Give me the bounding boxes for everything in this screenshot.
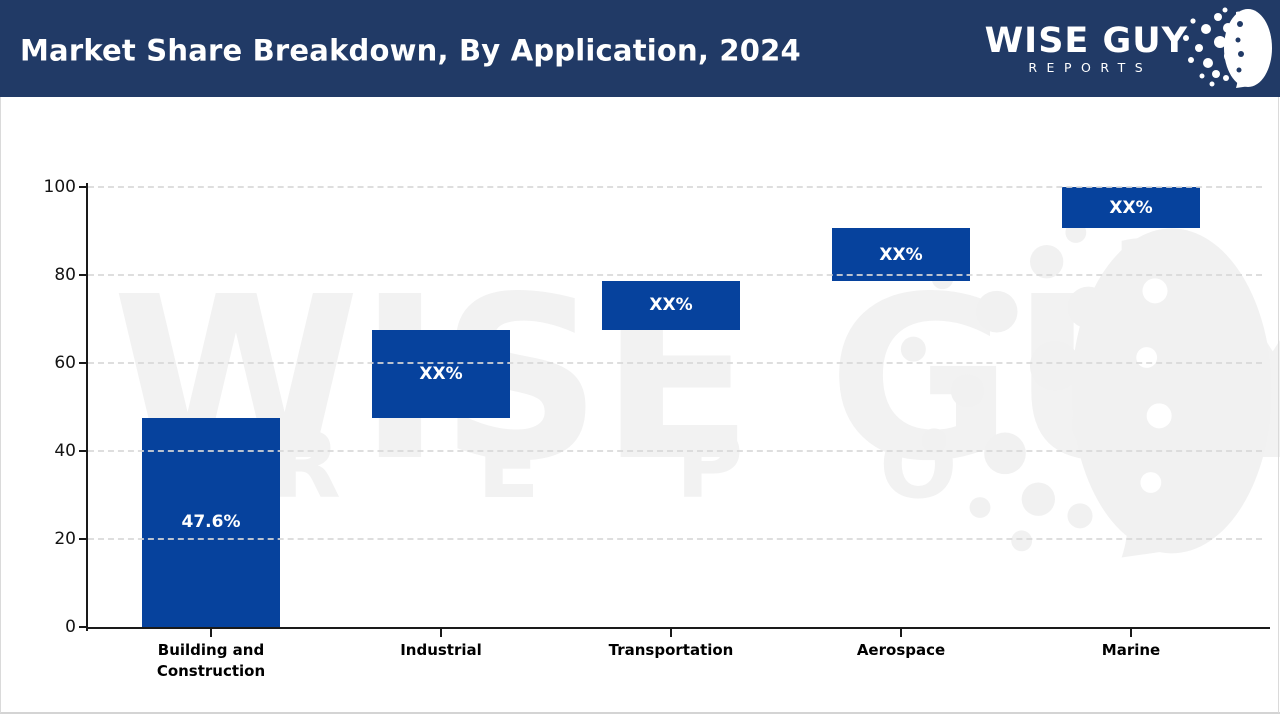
header-bar: Market Share Breakdown, By Application, … [0, 0, 1280, 97]
y-axis-tick-label: 40 [54, 441, 76, 461]
x-axis-category-label: Transportation [608, 641, 734, 659]
y-gridline [88, 450, 1262, 452]
y-axis-tick-mark [79, 362, 87, 364]
y-axis-tick-mark [79, 626, 87, 628]
x-axis-category-label: Marine [1101, 641, 1161, 659]
y-axis-tick-label: 0 [65, 617, 76, 637]
x-axis-category-label: Aerospace [856, 641, 946, 659]
wiseguy-logo: WISE GUY REPORTS [985, 5, 1274, 93]
y-axis-tick-label: 60 [54, 353, 76, 373]
bar-value-label: XX% [649, 295, 693, 316]
y-gridline [88, 186, 1262, 188]
y-gridline [88, 362, 1262, 364]
y-gridline [88, 538, 1262, 540]
wiseguy-face-icon [1183, 7, 1272, 88]
logo-text: WISE GUY REPORTS [985, 23, 1188, 75]
waterfall-bar [142, 417, 280, 627]
chart-title: Market Share Breakdown, By Application, … [20, 32, 801, 67]
waterfall-bar [832, 228, 970, 282]
x-axis-category-label: Industrial [400, 641, 482, 659]
x-axis-line [86, 627, 1270, 629]
y-gridline [88, 274, 1262, 276]
logo-reports-text: REPORTS [1028, 59, 1153, 75]
left-border-line [0, 97, 1, 713]
x-axis-tick-mark [900, 629, 902, 637]
bar-value-label: XX% [879, 244, 923, 265]
bar-value-label: XX% [419, 363, 463, 384]
bar-value-label: XX% [1109, 197, 1153, 218]
y-axis-tick-mark [79, 450, 87, 452]
waterfall-bar [602, 281, 740, 330]
x-axis-tick-mark [440, 629, 442, 637]
y-axis-tick-label: 100 [43, 177, 76, 197]
x-axis-tick-mark [210, 629, 212, 637]
bar-value-label: 47.6% [181, 512, 241, 533]
y-axis-tick-mark [79, 538, 87, 540]
x-axis-tick-mark [670, 629, 672, 637]
bottom-border-line [0, 712, 1280, 714]
x-axis-category-label: Building and Construction [156, 641, 266, 680]
y-axis-line [86, 183, 88, 631]
x-axis-tick-mark [1130, 629, 1132, 637]
y-axis-tick-label: 80 [54, 265, 76, 285]
watermark-face-graphic [900, 222, 1272, 558]
y-axis-tick-label: 20 [54, 529, 76, 549]
waterfall-bar [1062, 187, 1200, 229]
y-axis-tick-mark [79, 274, 87, 276]
right-border-line [1278, 97, 1279, 713]
waterfall-bar [372, 329, 510, 418]
y-axis-tick-mark [79, 186, 87, 188]
logo-wiseguy-text: WISE GUY [984, 21, 1188, 62]
